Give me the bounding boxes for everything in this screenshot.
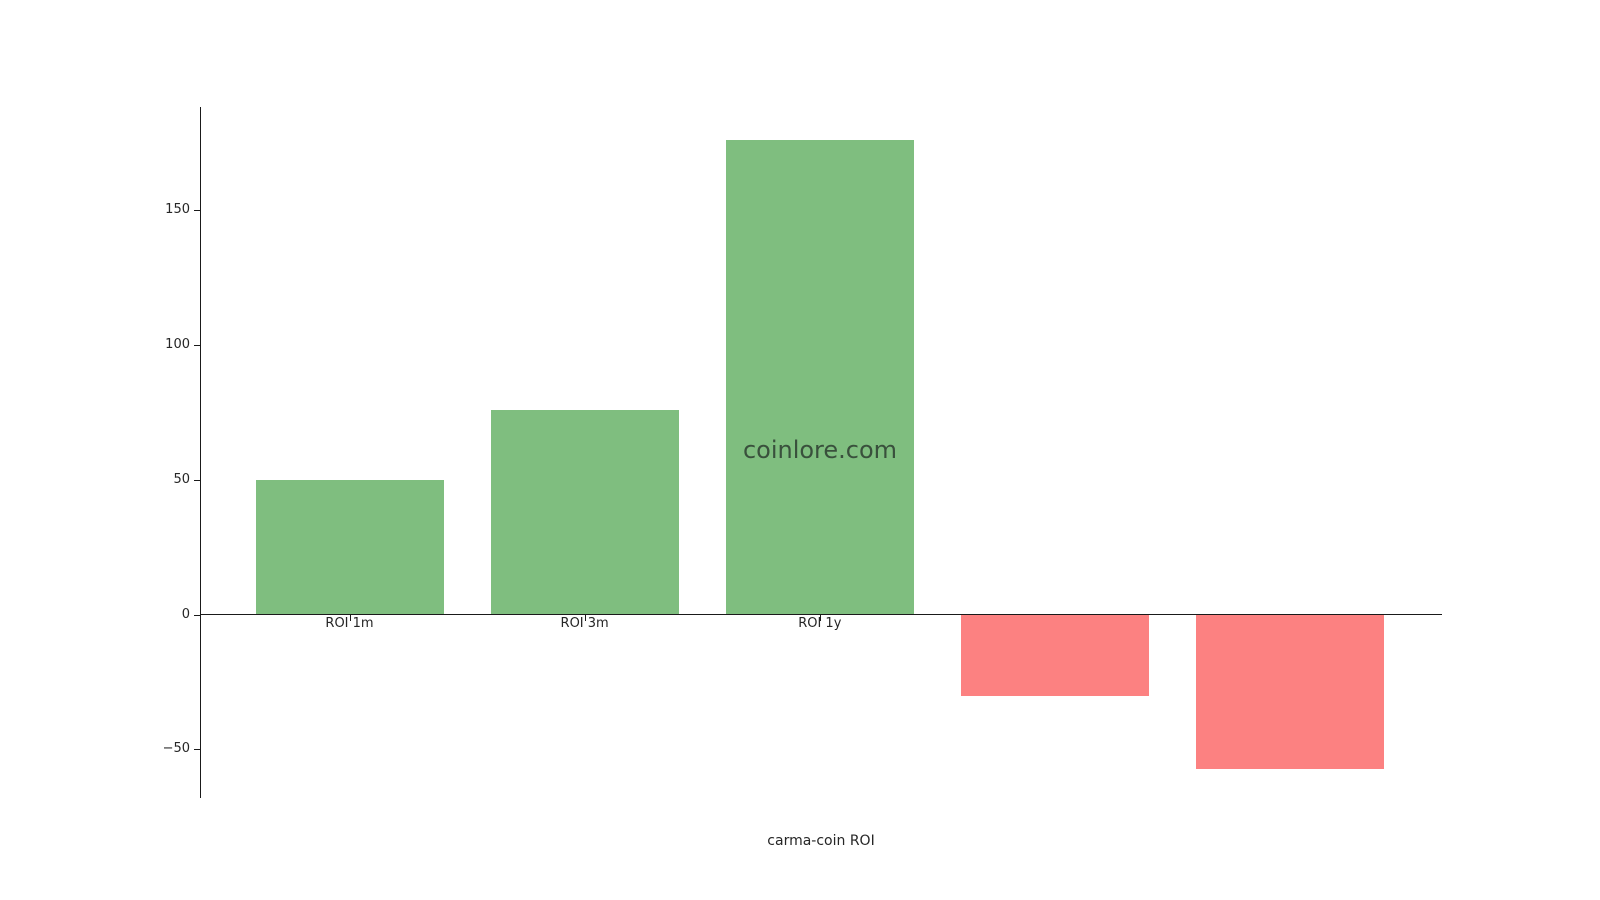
y-tick-mark — [194, 749, 200, 751]
x-tick-label: ROI 3m — [560, 616, 609, 631]
y-tick-mark — [194, 209, 200, 211]
y-axis-line — [200, 107, 201, 798]
positive-bar — [725, 139, 914, 615]
x-tick-label: ROI 1m — [325, 616, 374, 631]
y-tick-label: 50 — [173, 471, 190, 487]
y-tick-label: 150 — [165, 201, 190, 217]
x-axis-zero-line — [200, 614, 1442, 615]
x-tick-mark — [584, 615, 586, 621]
negative-bar — [960, 615, 1149, 696]
y-tick-mark — [194, 479, 200, 481]
watermark-text: coinlore.com — [742, 436, 898, 464]
y-tick-label: 0 — [181, 606, 190, 622]
x-tick-mark — [819, 615, 821, 621]
positive-bar — [255, 479, 444, 615]
x-tick-label: ROI 1y — [798, 616, 842, 631]
negative-bar — [1196, 615, 1385, 769]
x-tick-mark — [349, 615, 351, 621]
y-tick-mark — [194, 344, 200, 346]
y-tick-label: −50 — [162, 741, 190, 757]
y-tick-label: 100 — [165, 336, 190, 352]
positive-bar — [490, 409, 679, 615]
y-tick-mark — [194, 614, 200, 616]
chart-title: carma-coin ROI — [767, 833, 875, 849]
